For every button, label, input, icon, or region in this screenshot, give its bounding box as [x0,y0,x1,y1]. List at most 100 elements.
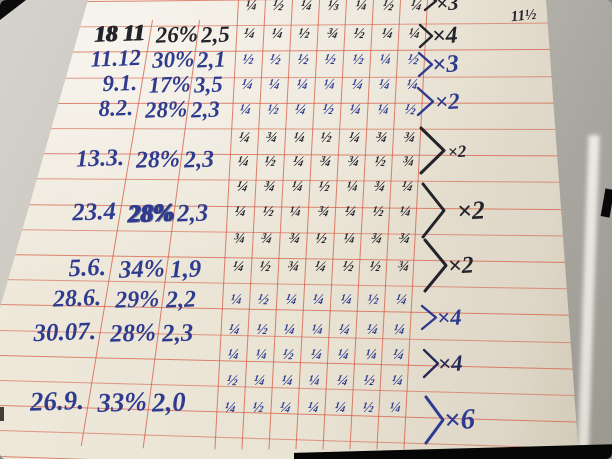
multiplier-label: ×4 [437,349,464,377]
multiplier-label: ×6 [443,402,476,437]
fraction-cell: ½ [261,203,275,221]
value-cell: 2,3 [161,318,194,348]
fraction-cell: ¼ [389,373,404,389]
fraction-cell: ½ [295,51,311,69]
fraction-cell: ¼ [398,203,412,221]
value-cell: 1,9 [169,254,202,284]
percent-cell: 28% [127,198,174,228]
brace-mark [422,348,440,379]
fraction-cell: ¼ [283,291,299,309]
percent-cell: 34% [118,254,166,284]
fraction-cell: ¾ [345,154,360,170]
multiplier-label: ×3 [435,0,460,16]
brace-mark [416,86,435,117]
fraction-cell: ¼ [363,346,378,364]
date-cell: 13.3. [75,145,125,173]
fraction-cell: ¼ [334,372,350,390]
fraction-cell: ¼ [310,321,324,339]
fraction-cell: ¼ [376,101,390,119]
fraction-cell: ¾ [315,203,331,221]
fraction-cell: ¼ [236,129,252,147]
fraction-cell: ¾ [285,258,300,276]
multiplier-label: ×4 [431,22,459,50]
fraction-cell: ½ [351,25,367,43]
multiplier-label: ×2 [447,252,475,280]
fraction-cell: ¼ [307,372,322,390]
fraction-cell: ¼ [269,25,284,43]
fraction-cell: ½ [370,203,385,221]
fraction-cell: ½ [270,0,286,15]
fraction-cell: ½ [224,372,240,390]
fraction-cell: ¼ [226,346,240,364]
fraction-cell: ¾ [401,153,415,171]
photo-corner-artifact [0,0,26,20]
fraction-cell: ½ [320,101,336,119]
fraction-cell: ¼ [227,321,242,339]
fraction-cell: ¼ [252,372,267,390]
fraction-cell: ¼ [337,321,352,339]
date-cell: 30.07. [32,317,97,347]
fraction-cell: ¾ [324,25,340,43]
brace-mark [418,23,434,49]
brace-mark [420,304,438,331]
fraction-cell: ¾ [259,230,274,248]
fraction-cell: ¼ [393,291,409,309]
date-cell: 23.4 [71,197,117,226]
fraction-cell: ½ [254,322,269,338]
fraction-cell: ¾ [261,178,277,196]
fraction-cell: ½ [366,291,380,309]
date-cell: 5.6. [68,253,107,282]
percent-cell: 29% [115,286,161,314]
date-cell: 11.12 [90,44,142,72]
fraction-cell: ¾ [395,258,410,276]
fraction-cell: ½ [340,258,355,276]
photo-left-edge-mark [0,407,4,421]
value-cell: 3,5 [193,71,224,98]
fraction-cell: ¼ [308,346,323,364]
fraction-cell: ½ [351,51,365,69]
brace-mark [417,51,434,78]
fraction-cell: ½ [373,153,388,171]
fraction-cell: ½ [314,230,329,248]
fraction-cell: ½ [266,101,280,119]
value-cell: 2,2 [165,286,197,314]
percent-cell: 33% [97,386,148,419]
fraction-cell: ½ [319,129,334,147]
fraction-cell: ½ [323,52,338,68]
fraction-cell: ¼ [298,0,313,15]
fraction-cell: ¼ [230,258,245,276]
fraction-cell: ½ [280,346,296,364]
fraction-cell: ¼ [288,203,302,221]
date-cell: 26.9. [29,385,85,418]
multiplier-label: ×2 [434,87,461,115]
value-cell: 2,3 [176,198,210,228]
fraction-cell: ¼ [390,346,406,364]
fraction-cell: ½ [251,399,265,417]
fraction-cell: ½ [267,51,283,69]
fraction-cell: ¾ [318,153,333,171]
fraction-cell: ¼ [339,291,353,309]
percent-cell: 28% [109,318,157,348]
fraction-cell: ½ [368,259,383,275]
fraction-cell: ½ [255,291,271,309]
fraction-cell: ¼ [289,179,304,195]
fraction-cell: ¼ [311,292,326,308]
fraction-cell: ¾ [232,230,246,248]
fraction-cell: ¼ [312,258,328,276]
date-cell: 9.1. [101,69,138,96]
fraction-cell: ¾ [396,230,412,248]
date-cell: 28.6. [52,285,102,313]
fraction-cell: ¼ [234,178,250,196]
fraction-cell: ¼ [322,76,336,94]
fraction-cell: ½ [258,258,272,276]
percent-cell: 28% [144,96,188,123]
fraction-cell: ½ [297,25,311,43]
fraction-cell: ¼ [229,291,243,309]
multiplier-label: ×2 [456,195,486,226]
fraction-cell: ¼ [388,399,403,417]
brace-mark [421,182,446,239]
value-cell: 2,1 [197,46,227,73]
fraction-cell: ¼ [342,230,356,248]
fraction-cell: ¼ [399,178,414,196]
